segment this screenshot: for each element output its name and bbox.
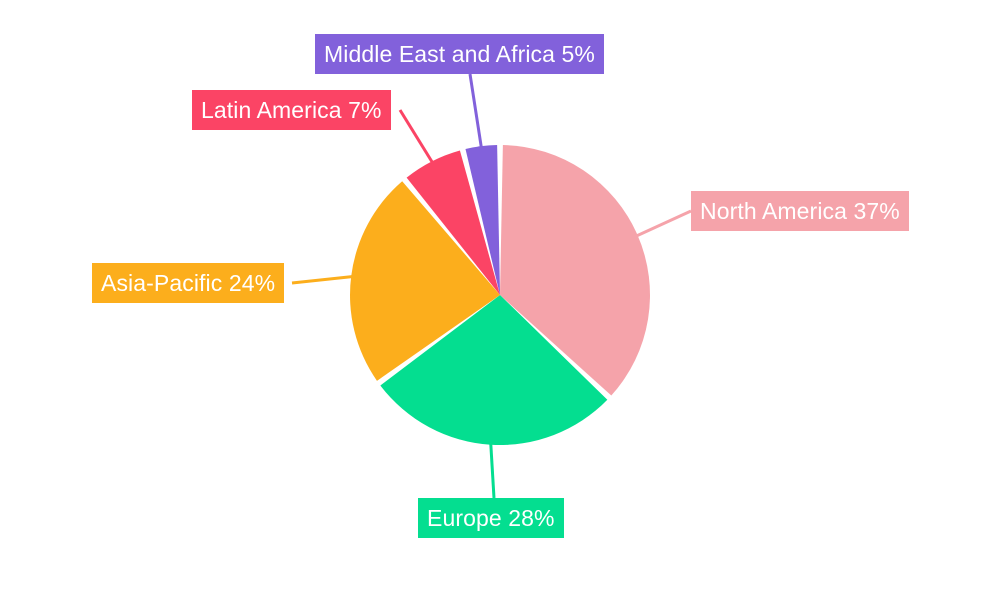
pie-slice-group [350,145,650,445]
pie-slice-middle-east-and-africa[interactable] [465,145,500,295]
pie-label-latin-america[interactable]: Latin America 7% [192,90,391,130]
pie-label-north-america[interactable]: North America 37% [691,191,909,231]
pie-label-text: Asia-Pacific 24% [101,270,276,296]
leader-line-middle-east-and-africa [468,73,483,149]
pie-slice-latin-america[interactable] [406,150,500,295]
pie-slice-north-america[interactable] [500,145,650,396]
pie-label-text: Middle East and Africa 5% [324,41,595,67]
pie-label-text: Latin America 7% [201,97,382,123]
leader-line-group [291,73,692,499]
pie-label-asia-pacific[interactable]: Asia-Pacific 24% [92,263,285,303]
pie-slice-europe[interactable] [380,295,608,445]
pie-label-middle-east-and-africa[interactable]: Middle East and Africa 5% [315,34,604,74]
pie-label-europe[interactable]: Europe 28% [418,498,564,538]
leader-line-north-america [635,209,692,238]
pie-label-text: Europe 28% [427,505,555,531]
leader-line-latin-america [398,109,435,164]
pie-label-text: North America 37% [700,198,900,224]
pie-slice-asia-pacific[interactable] [350,181,500,381]
leader-line-europe [489,442,496,499]
leader-line-asia-pacific [291,274,354,285]
